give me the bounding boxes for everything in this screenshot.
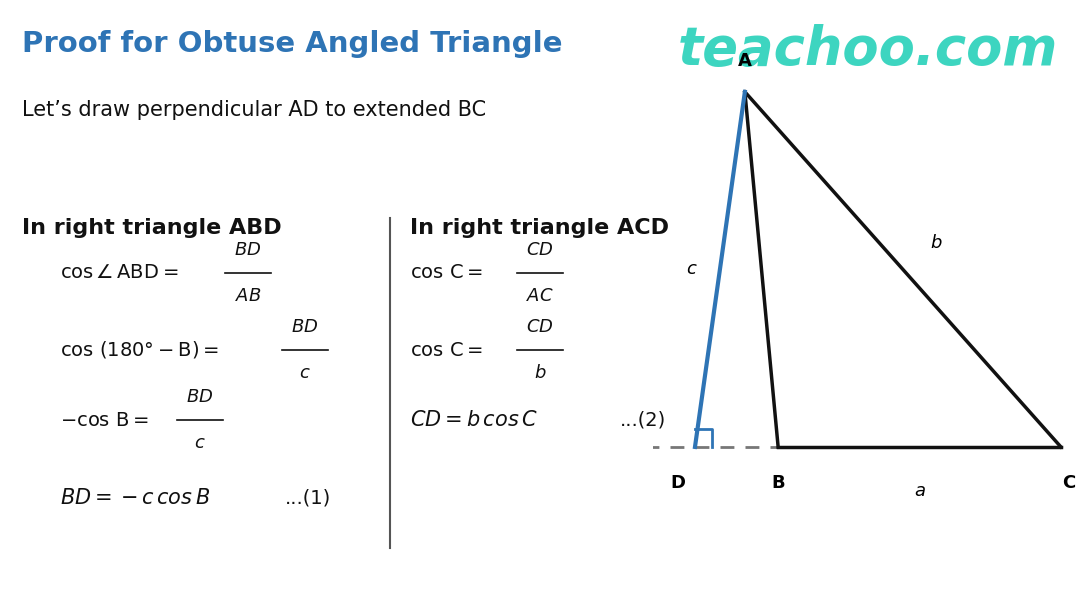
Text: ...(1): ...(1) [285,488,332,508]
Text: b: b [931,233,942,252]
Text: Proof for Obtuse Angled Triangle: Proof for Obtuse Angled Triangle [22,30,563,58]
Text: $\cos\,\mathrm{C} = $: $\cos\,\mathrm{C} = $ [410,263,483,283]
Text: $\mathit{b}$: $\mathit{b}$ [534,364,546,382]
Text: C: C [1063,474,1076,492]
Text: $\mathit{CD}$: $\mathit{CD}$ [526,241,554,259]
Text: $\mathit{BD}$: $\mathit{BD}$ [292,318,319,336]
Text: $\mathit{AC}$: $\mathit{AC}$ [526,287,554,305]
Text: A: A [738,52,752,70]
Text: $\mathbf{\mathit{CD = b\,cos\,C}}$: $\mathbf{\mathit{CD = b\,cos\,C}}$ [410,410,538,430]
Text: $\mathit{c}$: $\mathit{c}$ [194,434,206,452]
Text: In right triangle ABD: In right triangle ABD [22,218,282,238]
Text: $\cos\,(180°- \mathrm{B}) = $: $\cos\,(180°- \mathrm{B}) = $ [60,339,219,361]
Text: $\mathit{CD}$: $\mathit{CD}$ [526,318,554,336]
Text: $\cos\,\mathrm{C} = $: $\cos\,\mathrm{C} = $ [410,340,483,359]
Text: Let’s draw perpendicular AD to extended BC: Let’s draw perpendicular AD to extended … [22,100,486,120]
Text: $\mathit{BD}$: $\mathit{BD}$ [234,241,261,259]
Text: D: D [671,474,686,492]
Text: $-\cos\,\mathrm{B} = $: $-\cos\,\mathrm{B} = $ [60,410,149,429]
Text: $\mathit{c}$: $\mathit{c}$ [299,364,311,382]
Text: teachoo.com: teachoo.com [677,24,1058,76]
Text: $\cos \angle\, \mathrm{ABD} = $: $\cos \angle\, \mathrm{ABD} = $ [60,263,178,283]
Text: In right triangle ACD: In right triangle ACD [410,218,669,238]
Text: c: c [686,260,696,278]
Text: B: B [771,474,785,492]
Text: $\mathbf{\mathit{BD = -c\,cos\,B}}$: $\mathbf{\mathit{BD = -c\,cos\,B}}$ [60,488,211,508]
Text: $\mathit{AB}$: $\mathit{AB}$ [234,287,261,305]
Text: a: a [914,483,924,500]
Text: ...(2): ...(2) [620,410,666,429]
Text: $\mathit{BD}$: $\mathit{BD}$ [187,388,214,406]
